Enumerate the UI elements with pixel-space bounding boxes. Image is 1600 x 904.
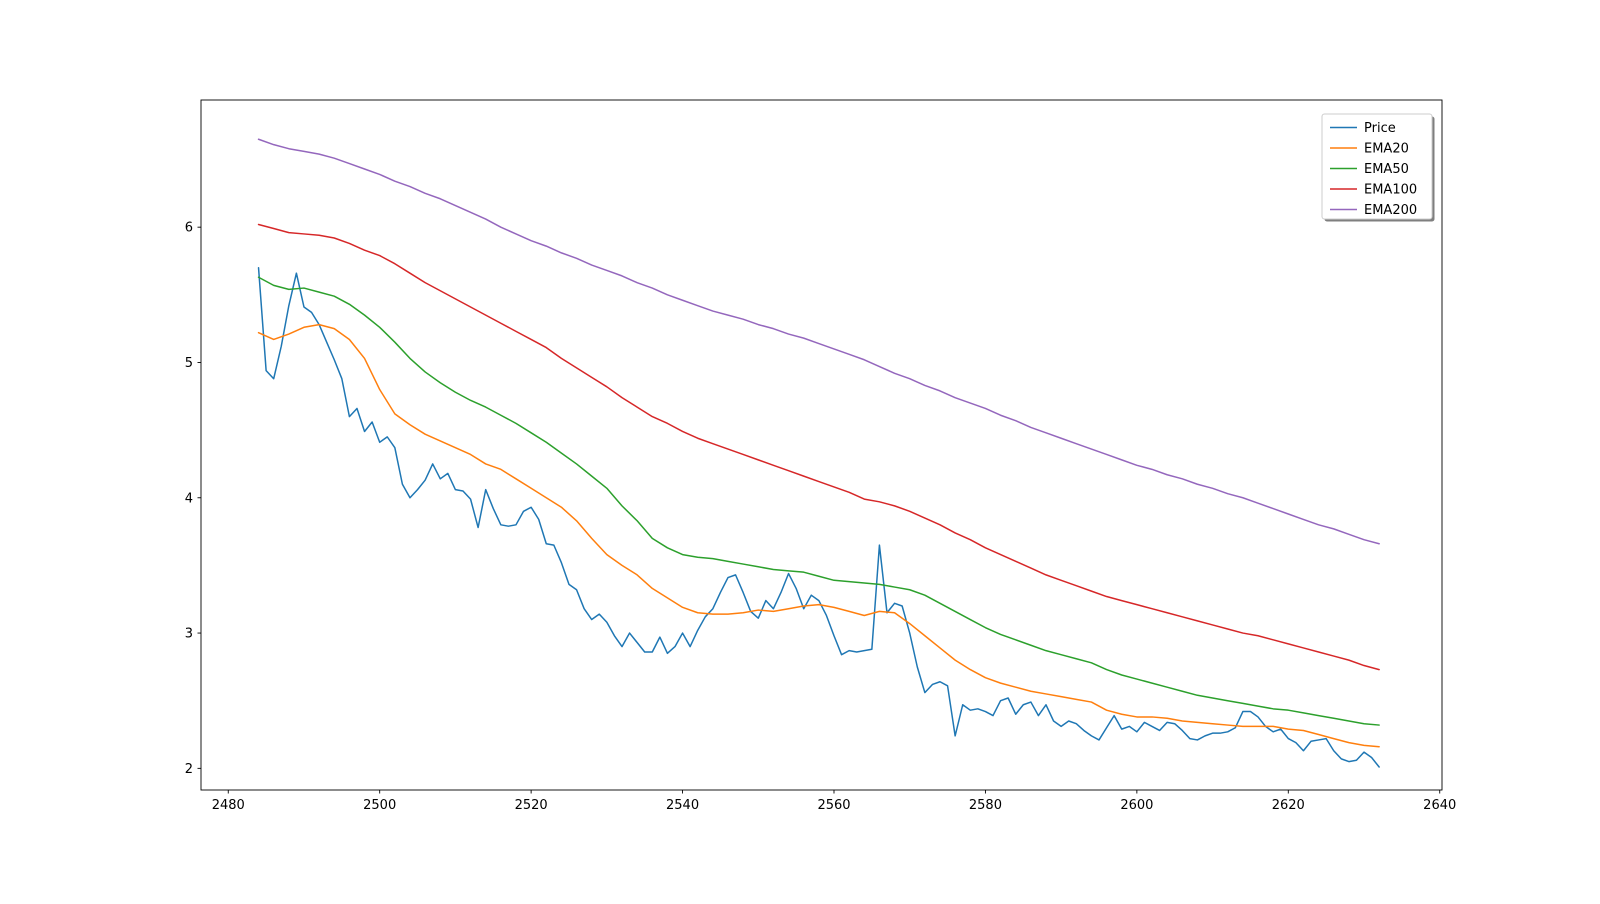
legend-label: EMA50: [1364, 162, 1409, 177]
legend-label: EMA100: [1364, 183, 1417, 198]
series-ema100-line: [257, 223, 1380, 671]
legend-label: Price: [1364, 121, 1396, 136]
legend-item-price: Price: [1330, 121, 1396, 136]
axes-spines: [200, 99, 1443, 791]
x-tick-label: 2620: [1272, 798, 1305, 813]
series-ema20-line: [257, 323, 1380, 748]
x-tick-label: 2520: [515, 798, 548, 813]
y-tick-label: 4: [185, 491, 193, 506]
plot-background: [201, 100, 1442, 790]
y-tick-label: 5: [185, 356, 193, 371]
x-axis: 2480 2500 2520 2540 2560 2580 2600 2620 2640: [212, 790, 1456, 813]
series-ema200-line: [257, 138, 1380, 545]
x-tick-label: 2480: [212, 798, 245, 813]
series-ema50-line: [257, 276, 1380, 726]
x-tick-label: 2580: [969, 798, 1002, 813]
legend-label: EMA200: [1364, 203, 1417, 218]
series-group: [257, 138, 1380, 768]
series-price-line: [257, 267, 1380, 768]
legend-box: [1321, 113, 1433, 220]
y-axis: 2 3 4 5 6: [185, 221, 201, 777]
x-tick-label: 2640: [1423, 798, 1456, 813]
y-tick-label: 2: [185, 762, 193, 777]
legend-item-ema200: EMA200: [1330, 203, 1417, 218]
legend-label: EMA20: [1364, 142, 1409, 157]
legend-item-ema50: EMA50: [1330, 162, 1409, 177]
x-tick-label: 2600: [1120, 798, 1153, 813]
x-tick-label: 2540: [666, 798, 699, 813]
legend-item-ema20: EMA20: [1330, 142, 1409, 157]
y-tick-label: 6: [185, 221, 193, 236]
legend: Price EMA20 EMA50 EMA100 EMA200: [1321, 113, 1435, 222]
y-tick-label: 3: [185, 627, 193, 642]
x-tick-label: 2560: [817, 798, 850, 813]
x-tick-label: 2500: [363, 798, 396, 813]
legend-item-ema100: EMA100: [1330, 183, 1417, 198]
